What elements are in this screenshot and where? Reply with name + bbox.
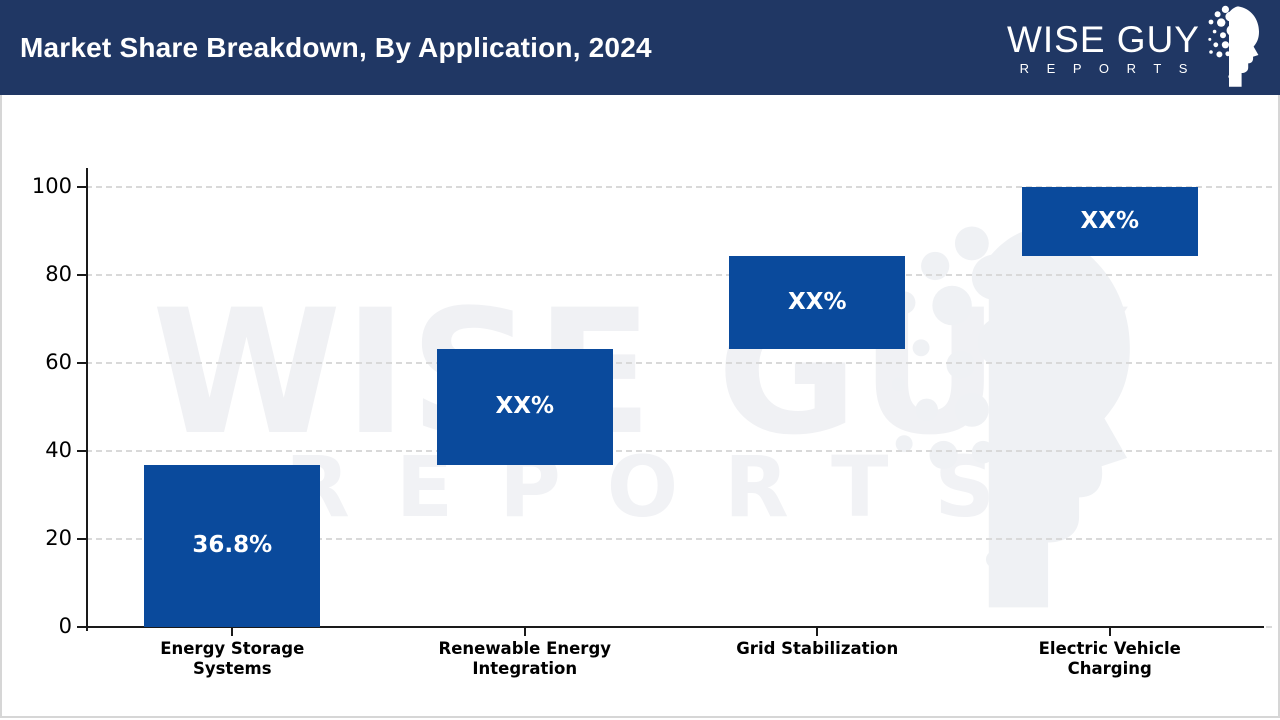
y-tick-mark: [77, 362, 86, 364]
y-gridline: [86, 186, 1272, 188]
y-tick-label: 80: [45, 262, 72, 286]
y-tick-mark: [77, 538, 86, 540]
x-axis-spine: [78, 626, 1264, 628]
bar: [729, 256, 906, 349]
y-tick-mark: [77, 186, 86, 188]
wiseguy-logo: WISE GUY R E P O R T S: [1007, 4, 1266, 92]
y-gridline: [86, 274, 1272, 276]
x-category-label: Energy Storage Systems: [160, 639, 305, 678]
left-border: [0, 95, 2, 717]
y-tick-mark: [77, 450, 86, 452]
bar-value-label: XX%: [495, 393, 554, 419]
bar: [436, 348, 613, 466]
x-tick-mark: [231, 627, 234, 636]
logo-tagline: R E P O R T S: [1019, 60, 1195, 76]
watermark-dotted-head-icon: [872, 218, 1162, 617]
watermark-line1: WISE GUY: [151, 272, 1129, 473]
y-tick-label: 60: [45, 350, 72, 374]
y-tick-label: 20: [45, 526, 72, 550]
y-tick-mark: [77, 274, 86, 276]
bar-value-label: 36.8%: [192, 532, 273, 559]
x-tick-mark: [1108, 627, 1111, 636]
y-tick-label: 40: [45, 438, 72, 462]
bar: [144, 465, 321, 627]
y-gridline: [86, 450, 1272, 452]
bar-value-label: XX%: [1080, 207, 1139, 234]
x-category-label: Grid Stabilization: [736, 639, 899, 658]
y-tick-label: 0: [58, 614, 72, 638]
y-tick-label: 100: [31, 174, 72, 198]
dotted-head-logo-icon: [1204, 4, 1266, 92]
y-axis-spine: [86, 168, 88, 631]
bottom-border: [0, 716, 1280, 718]
y-gridline: [86, 362, 1272, 364]
chart-title: Market Share Breakdown, By Application, …: [20, 31, 652, 63]
x-category-label: Electric Vehicle Charging: [1038, 639, 1181, 678]
y-gridline: [86, 538, 1272, 540]
x-tick-mark: [816, 627, 819, 636]
x-tick-mark: [523, 627, 526, 636]
logo-name: WISE GUY: [1006, 18, 1200, 60]
right-border: [1278, 95, 1280, 717]
x-category-label: Renewable Energy Integration: [438, 639, 612, 678]
header-bar: Market Share Breakdown, By Application, …: [0, 0, 1280, 95]
bar-value-label: XX%: [787, 288, 847, 315]
